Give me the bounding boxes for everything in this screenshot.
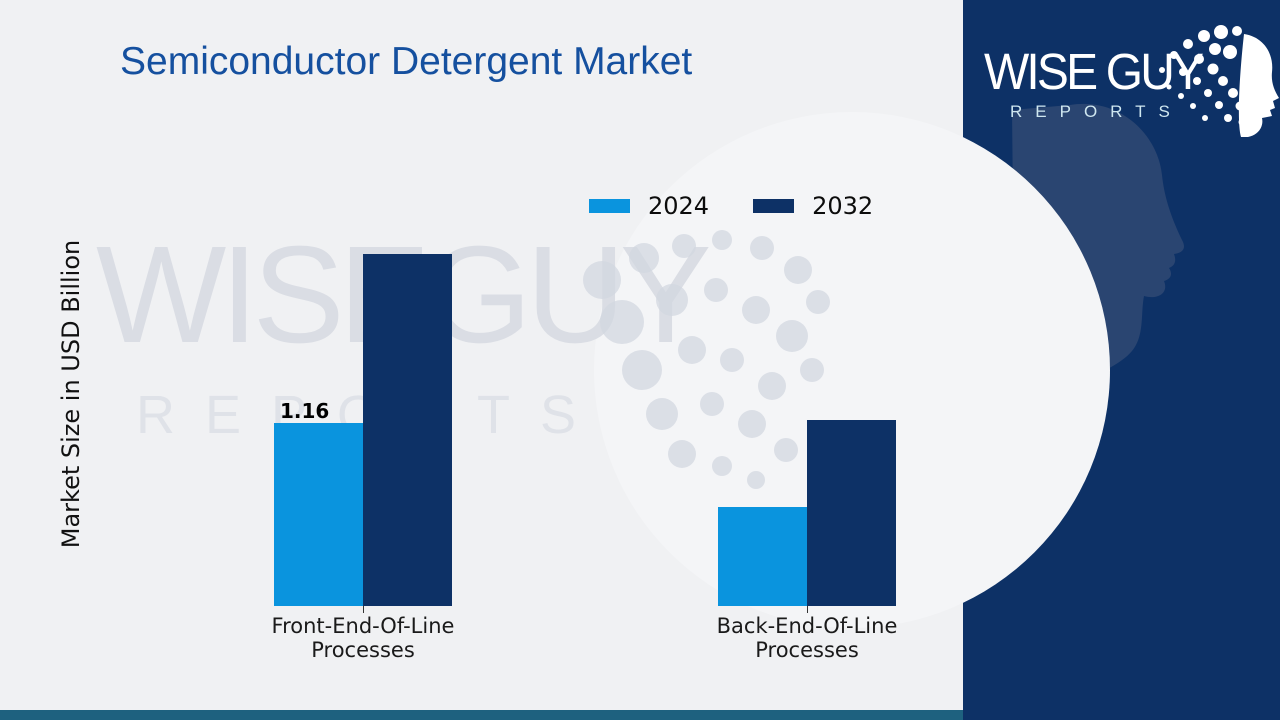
legend-swatch-2032 [753, 199, 795, 213]
legend-label-2032: 2032 [812, 192, 874, 220]
x-axis-tick [363, 606, 364, 613]
logo-wordmark: WISE GUY [984, 43, 1204, 100]
bar-value-label: 1.16 [280, 399, 330, 423]
logo-face-icon [1159, 25, 1279, 137]
bottom-accent-strip [0, 710, 963, 720]
category-label-back-end-of-line-processes: Back-End-Of-Line Processes [716, 614, 898, 662]
bar-2024-back-end-of-line-processes [718, 507, 807, 606]
legend-item-2032: 2032 [753, 192, 873, 220]
bar-2032-back-end-of-line-processes [807, 420, 896, 606]
category-label-front-end-of-line-processes: Front-End-Of-Line Processes [271, 614, 455, 662]
chart-title: Semiconductor Detergent Market [120, 40, 693, 83]
legend-label-2024: 2024 [648, 192, 710, 220]
logo-subtitle: REPORTS [1010, 102, 1183, 121]
legend: 2024 2032 [589, 192, 873, 220]
x-axis-tick [807, 606, 808, 613]
bar-2032-front-end-of-line-processes [363, 254, 452, 606]
bar-2024-front-end-of-line-processes [274, 423, 363, 606]
legend-item-2024: 2024 [589, 192, 709, 220]
legend-swatch-2024 [589, 199, 630, 213]
